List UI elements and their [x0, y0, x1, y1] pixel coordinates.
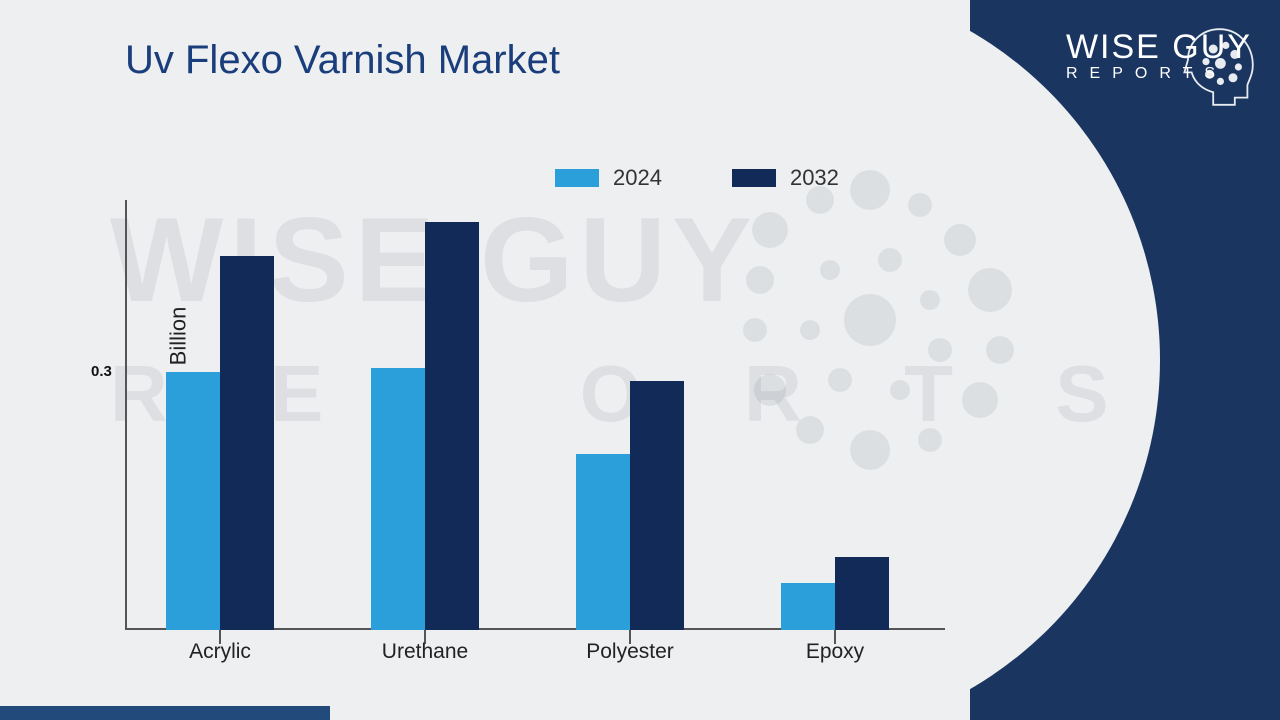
legend-item-2024: 2024 — [555, 165, 662, 191]
bar-chart: Market Size in USD Billion 0.3AcrylicUre… — [105, 200, 945, 670]
bar — [835, 557, 889, 630]
category-label: Acrylic — [189, 640, 251, 664]
bottom-accent-bar — [0, 706, 330, 720]
bar — [630, 381, 684, 630]
y-tick-label: 0.3 — [91, 363, 112, 380]
bar — [781, 583, 835, 630]
category-label: Polyester — [586, 640, 674, 664]
report-canvas: WISE GUY R E P O R T S Uv Flexo Varnish … — [0, 0, 1280, 720]
chart-legend: 2024 2032 — [555, 165, 839, 191]
bar — [220, 256, 274, 630]
legend-label-2032: 2032 — [790, 165, 839, 191]
bar — [425, 222, 479, 631]
legend-label-2024: 2024 — [613, 165, 662, 191]
logo-line2: REPORTS — [1066, 65, 1252, 83]
bar — [576, 454, 630, 630]
y-axis-line — [125, 200, 127, 630]
bar-group — [166, 256, 274, 630]
category-label: Epoxy — [806, 640, 864, 664]
category-label: Urethane — [382, 640, 468, 664]
plot-area: 0.3AcrylicUrethanePolyesterEpoxy — [125, 200, 945, 630]
bar-group — [371, 222, 479, 631]
chart-title: Uv Flexo Varnish Market — [125, 38, 560, 83]
legend-swatch-2024 — [555, 169, 599, 187]
logo-line1: WISE GUY — [1066, 28, 1252, 67]
bar — [166, 372, 220, 630]
legend-swatch-2032 — [732, 169, 776, 187]
bar — [371, 368, 425, 630]
legend-item-2032: 2032 — [732, 165, 839, 191]
bar-group — [576, 381, 684, 630]
bar-group — [781, 557, 889, 630]
brand-logo: WISE GUY REPORTS — [1066, 28, 1252, 83]
